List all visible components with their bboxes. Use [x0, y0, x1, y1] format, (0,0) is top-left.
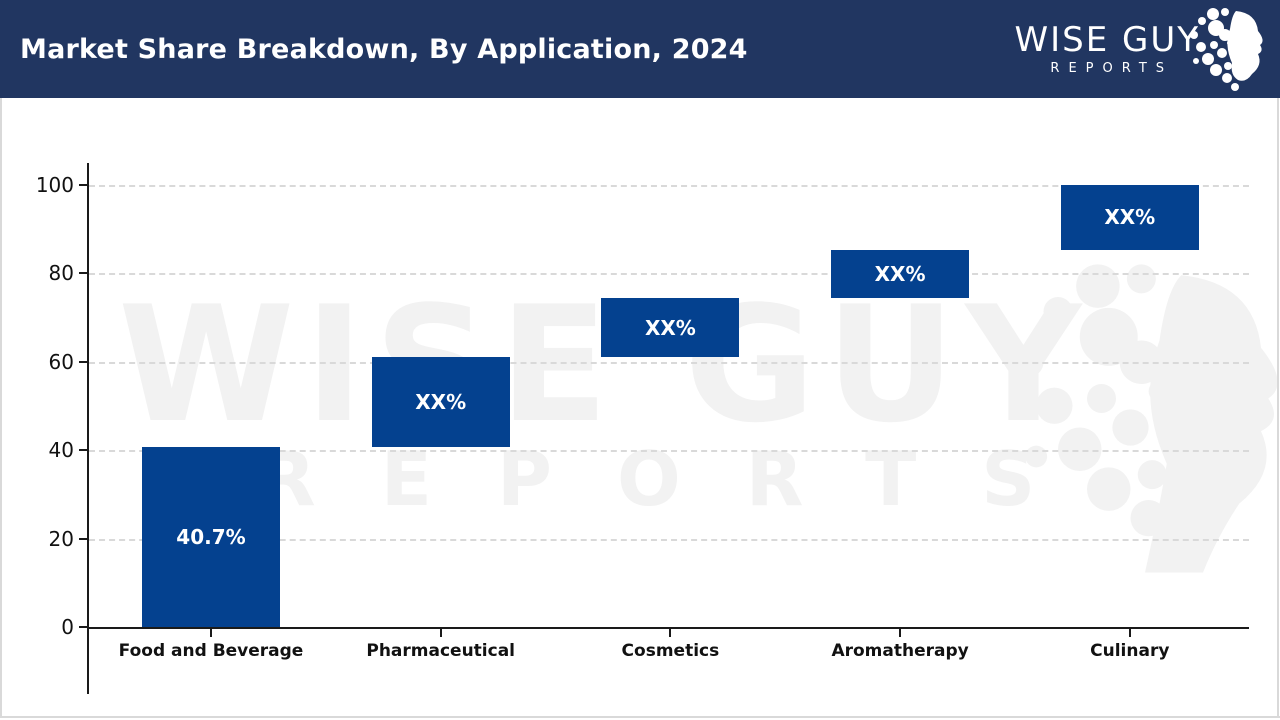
- x-tick-cosmetics: [669, 629, 672, 637]
- report-header: Market Share Breakdown, By Application, …: [0, 0, 1280, 98]
- x-label-culinary: Culinary: [1090, 641, 1170, 661]
- logo-text: WISE GUY REPORTS: [1014, 23, 1200, 76]
- logo-wordmark: WISE GUY: [1014, 19, 1200, 60]
- y-tick-80: [79, 272, 87, 275]
- gridline-40: [89, 450, 1249, 453]
- bar-value-label: XX%: [415, 390, 467, 415]
- bar-value-label: XX%: [644, 315, 696, 340]
- x-tick-aromatherapy: [899, 629, 902, 637]
- bar-culinary: XX%: [1060, 185, 1199, 250]
- y-tick-60: [79, 360, 87, 363]
- waterfall-chart: WISE GUY REPORTS 40.7% XX% XX% XX% XX% 0 20 40…: [0, 98, 1280, 716]
- y-tick-label-100: 100: [35, 173, 74, 197]
- y-tick-40: [79, 449, 87, 452]
- y-tick-label-40: 40: [48, 438, 74, 463]
- gridline-80: [89, 273, 1249, 276]
- y-axis-line: [87, 163, 89, 694]
- bar-aromatherapy: XX%: [831, 249, 970, 298]
- wise-guy-reports-logo: WISE GUY REPORTS: [1014, 5, 1266, 93]
- y-tick-label-60: 60: [48, 349, 74, 374]
- x-tick-culinary: [1128, 629, 1131, 637]
- y-tick-label-80: 80: [48, 261, 74, 286]
- gridline-100: [89, 185, 1249, 187]
- watermark-subtitle: REPORTS: [258, 435, 1101, 523]
- x-label-cosmetics: Cosmetics: [621, 641, 720, 661]
- logo-subtitle: REPORTS: [1050, 60, 1174, 76]
- frame-border-left: [0, 98, 2, 717]
- frame-border-right: [1277, 98, 1279, 717]
- bar-value-label: XX%: [1104, 205, 1156, 230]
- bar-cosmetics: XX%: [601, 297, 740, 358]
- watermark-wordmark: WISE GUY: [118, 271, 1092, 458]
- bar-value-label: 40.7%: [176, 525, 246, 550]
- x-tick-pharmaceutical: [439, 629, 442, 637]
- chart-title: Market Share Breakdown, By Application, …: [20, 33, 748, 65]
- x-label-pharmaceutical: Pharmaceutical: [366, 641, 516, 661]
- y-tick-100: [79, 184, 87, 186]
- gridline-60: [89, 361, 1249, 364]
- y-tick-20: [79, 537, 87, 540]
- frame-border-bottom: [0, 716, 1280, 718]
- watermark-face-icon: [1014, 264, 1278, 573]
- y-tick-0: [79, 626, 87, 628]
- bar-value-label: XX%: [874, 261, 926, 286]
- gridline-20: [89, 538, 1249, 541]
- x-axis-line: [87, 627, 1249, 629]
- y-tick-label-20: 20: [48, 526, 74, 551]
- bar-food-and-beverage: 40.7%: [142, 447, 280, 627]
- bar-pharmaceutical: XX%: [371, 357, 510, 448]
- x-label-food-and-beverage: Food and Beverage: [118, 641, 304, 661]
- y-tick-label-0: 0: [61, 615, 74, 639]
- x-tick-food-and-beverage: [210, 629, 212, 637]
- dotted-face-icon: [1190, 8, 1263, 91]
- x-label-aromatherapy: Aromatherapy: [831, 641, 969, 661]
